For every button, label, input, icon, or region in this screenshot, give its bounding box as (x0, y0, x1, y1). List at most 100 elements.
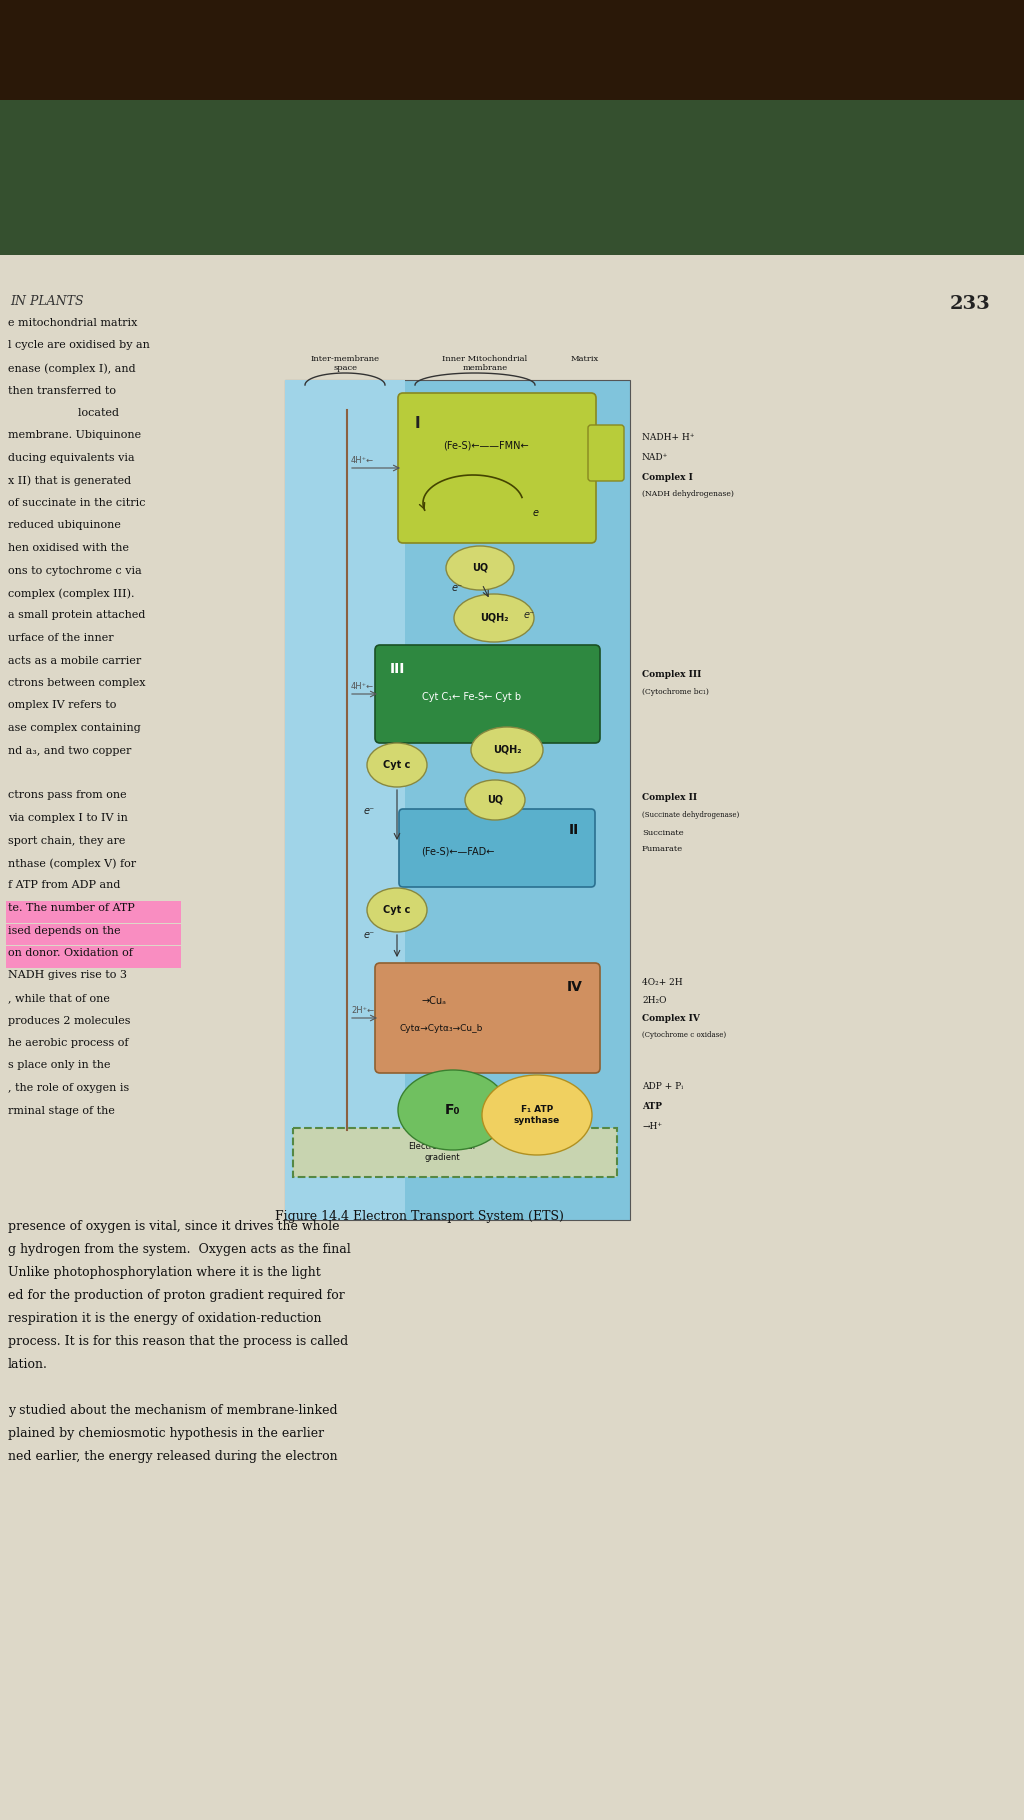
FancyBboxPatch shape (0, 255, 1024, 1820)
Text: Complex II: Complex II (642, 794, 697, 803)
Text: urface of the inner: urface of the inner (8, 633, 114, 642)
Text: UQH₂: UQH₂ (480, 613, 508, 622)
Text: process. It is for this reason that the process is called: process. It is for this reason that the … (8, 1336, 348, 1349)
Ellipse shape (367, 888, 427, 932)
Text: ed for the production of proton gradient required for: ed for the production of proton gradient… (8, 1289, 345, 1301)
Text: via complex I to IV in: via complex I to IV in (8, 814, 128, 823)
FancyBboxPatch shape (399, 810, 595, 886)
Text: NADH gives rise to 3: NADH gives rise to 3 (8, 970, 127, 981)
Text: Succinate: Succinate (642, 828, 684, 837)
Text: (NADH dehydrogenase): (NADH dehydrogenase) (642, 490, 734, 499)
Text: 2H₂O: 2H₂O (642, 996, 667, 1005)
Text: Fumarate: Fumarate (642, 844, 683, 854)
Text: ase complex containing: ase complex containing (8, 723, 140, 733)
FancyBboxPatch shape (375, 963, 600, 1074)
Text: Electrochemical
gradient: Electrochemical gradient (409, 1143, 475, 1161)
FancyBboxPatch shape (293, 1128, 617, 1178)
Text: presence of oxygen is vital, since it drives the whole: presence of oxygen is vital, since it dr… (8, 1219, 340, 1232)
Ellipse shape (482, 1076, 592, 1156)
Text: NAD⁺: NAD⁺ (642, 453, 669, 462)
Text: te. The number of ATP: te. The number of ATP (8, 903, 135, 914)
Text: (Succinate dehydrogenase): (Succinate dehydrogenase) (642, 812, 739, 819)
Text: 2H⁺←: 2H⁺← (351, 1006, 374, 1016)
Text: e: e (534, 508, 539, 519)
Text: Cytα→Cytα₃→Cu_b: Cytα→Cytα₃→Cu_b (400, 1025, 483, 1034)
Text: 4O₂+ 2H: 4O₂+ 2H (642, 977, 683, 986)
Text: enase (complex I), and: enase (complex I), and (8, 362, 135, 373)
Text: II: II (569, 823, 580, 837)
Text: Complex III: Complex III (642, 670, 701, 679)
Text: Inter-membrane
space: Inter-membrane space (310, 355, 380, 373)
Polygon shape (0, 0, 1024, 269)
Text: ctrons between complex: ctrons between complex (8, 679, 145, 688)
Text: a small protein attached: a small protein attached (8, 610, 145, 621)
Text: , while that of one: , while that of one (8, 994, 110, 1003)
Text: ADP + Pᵢ: ADP + Pᵢ (642, 1083, 683, 1090)
Text: Figure 14.4 Electron Transport System (ETS): Figure 14.4 Electron Transport System (E… (275, 1210, 564, 1223)
Text: III: III (390, 662, 406, 675)
Text: NADH+ H⁺: NADH+ H⁺ (642, 433, 694, 442)
Text: of succinate in the citric: of succinate in the citric (8, 499, 145, 508)
Text: ducing equivalents via: ducing equivalents via (8, 453, 134, 462)
FancyBboxPatch shape (285, 380, 406, 1219)
Text: ctrons pass from one: ctrons pass from one (8, 790, 127, 801)
Text: hen oxidised with the: hen oxidised with the (8, 542, 129, 553)
Ellipse shape (465, 781, 525, 821)
Text: then transferred to: then transferred to (8, 386, 116, 395)
Text: ned earlier, the energy released during the electron: ned earlier, the energy released during … (8, 1451, 338, 1463)
Text: plained by chemiosmotic hypothesis in the earlier: plained by chemiosmotic hypothesis in th… (8, 1427, 325, 1440)
Polygon shape (0, 100, 1024, 269)
Text: (Cytochrome c oxidase): (Cytochrome c oxidase) (642, 1030, 726, 1039)
Text: x II) that is generated: x II) that is generated (8, 475, 131, 486)
Ellipse shape (398, 1070, 508, 1150)
Text: F₀: F₀ (445, 1103, 461, 1117)
FancyBboxPatch shape (6, 901, 181, 923)
Text: (Cytochrome bc₁): (Cytochrome bc₁) (642, 688, 709, 695)
FancyBboxPatch shape (6, 946, 181, 968)
Text: →Cuₐ: →Cuₐ (422, 996, 446, 1006)
Text: Inner Mitochondrial
membrane: Inner Mitochondrial membrane (442, 355, 527, 373)
Text: Cyt c: Cyt c (383, 761, 411, 770)
Text: (Fe-S)←——FMN←: (Fe-S)←——FMN← (443, 440, 528, 450)
Text: nd a₃, and two copper: nd a₃, and two copper (8, 746, 131, 755)
Text: 4H⁺←: 4H⁺← (351, 682, 374, 692)
Text: e⁻: e⁻ (364, 930, 375, 939)
Text: I: I (415, 417, 421, 431)
Text: ons to cytochrome c via: ons to cytochrome c via (8, 566, 141, 575)
Text: produces 2 molecules: produces 2 molecules (8, 1016, 130, 1025)
Ellipse shape (471, 726, 543, 774)
Text: y studied about the mechanism of membrane-linked: y studied about the mechanism of membran… (8, 1403, 338, 1418)
Text: rminal stage of the: rminal stage of the (8, 1105, 115, 1116)
Text: f ATP from ADP and: f ATP from ADP and (8, 881, 121, 890)
Text: ATP: ATP (642, 1101, 662, 1110)
Text: Unlike photophosphorylation where it is the light: Unlike photophosphorylation where it is … (8, 1267, 321, 1279)
FancyBboxPatch shape (588, 426, 624, 480)
Text: UQ: UQ (472, 562, 488, 573)
FancyBboxPatch shape (398, 393, 596, 542)
Text: respiration it is the energy of oxidation-reduction: respiration it is the energy of oxidatio… (8, 1312, 322, 1325)
Text: membrane. Ubiquinone: membrane. Ubiquinone (8, 431, 141, 440)
Text: e mitochondrial matrix: e mitochondrial matrix (8, 318, 137, 328)
Text: (Fe-S)←—FAD←: (Fe-S)←—FAD← (421, 846, 495, 855)
Text: l cycle are oxidised by an: l cycle are oxidised by an (8, 340, 150, 351)
Text: e⁻: e⁻ (452, 582, 463, 593)
Text: F₁ ATP
synthase: F₁ ATP synthase (514, 1105, 560, 1125)
Text: g hydrogen from the system.  Oxygen acts as the final: g hydrogen from the system. Oxygen acts … (8, 1243, 351, 1256)
Text: sport chain, they are: sport chain, they are (8, 835, 125, 846)
Text: on donor. Oxidation of: on donor. Oxidation of (8, 948, 133, 957)
Text: →H⁺: →H⁺ (642, 1121, 663, 1130)
Text: Complex I: Complex I (642, 473, 693, 482)
Text: Cyt C₁← Fe-S← Cyt b: Cyt C₁← Fe-S← Cyt b (422, 692, 521, 703)
Text: ised depends on the: ised depends on the (8, 926, 121, 935)
FancyBboxPatch shape (285, 380, 630, 1219)
Text: , the role of oxygen is: , the role of oxygen is (8, 1083, 129, 1094)
Text: e⁻: e⁻ (524, 610, 536, 621)
Text: IN PLANTS: IN PLANTS (10, 295, 84, 308)
Text: 233: 233 (949, 295, 990, 313)
Text: UQH₂: UQH₂ (493, 744, 521, 755)
Text: located: located (8, 408, 119, 419)
FancyBboxPatch shape (6, 923, 181, 945)
FancyBboxPatch shape (375, 644, 600, 743)
Text: UQ: UQ (487, 795, 503, 804)
Text: e⁻: e⁻ (364, 806, 375, 815)
